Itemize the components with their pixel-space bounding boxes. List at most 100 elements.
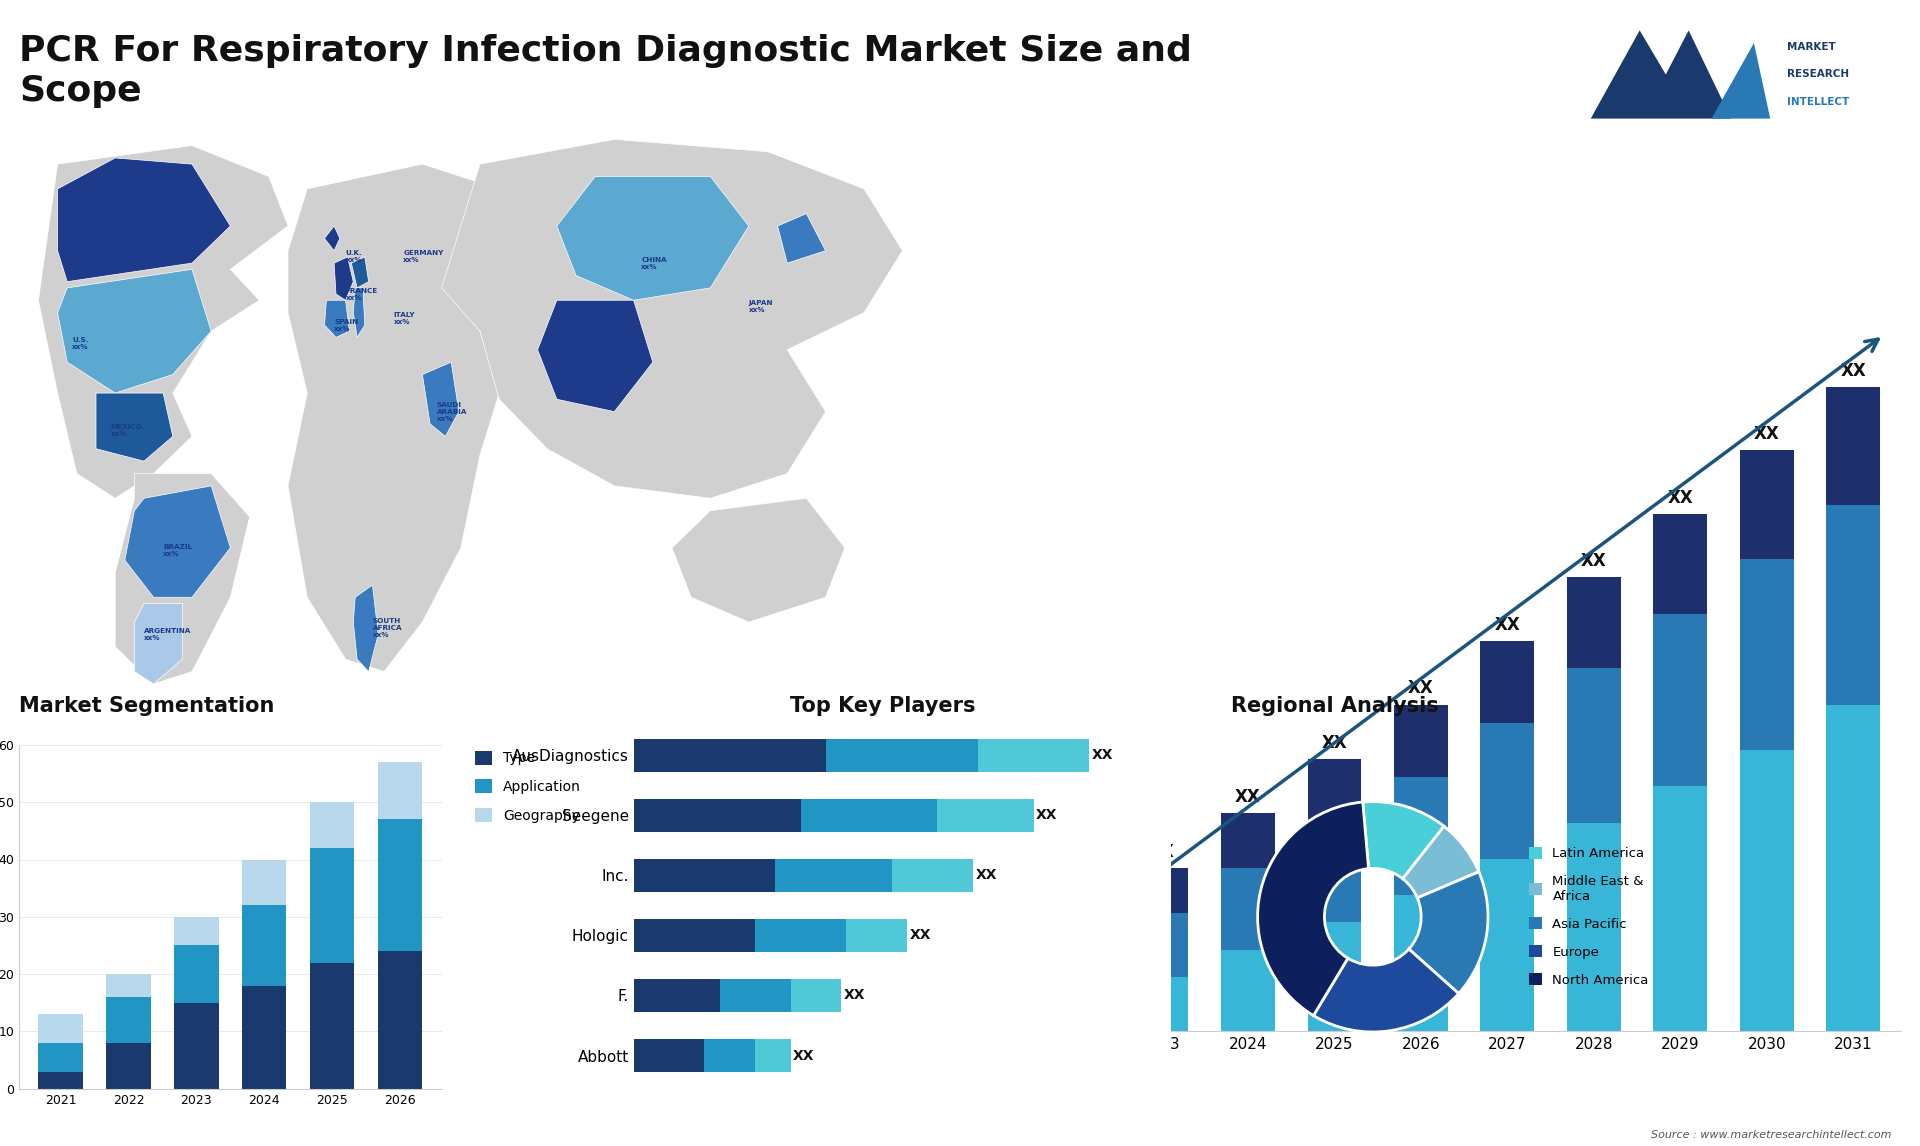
Polygon shape — [538, 300, 653, 411]
Text: SAUDI
ARABIA
xx%: SAUDI ARABIA xx% — [438, 401, 467, 422]
Bar — [962, 1013, 1016, 1031]
Legend: Latin America, Middle East &
Africa, Asia Pacific, Europe, North America: Latin America, Middle East & Africa, Asi… — [1523, 841, 1653, 992]
Polygon shape — [96, 393, 173, 461]
Text: XX: XX — [1321, 733, 1348, 752]
Bar — [634, 1039, 705, 1072]
Text: GERMANY
xx%: GERMANY xx% — [403, 251, 444, 264]
Bar — [776, 858, 891, 892]
Text: XX: XX — [910, 928, 931, 942]
Bar — [705, 1039, 755, 1072]
Text: JAPAN
xx%: JAPAN xx% — [749, 300, 774, 313]
Bar — [378, 762, 422, 819]
Text: XX: XX — [1580, 552, 1607, 571]
Bar — [378, 819, 422, 951]
Text: BRAZIL
xx%: BRAZIL xx% — [163, 544, 192, 557]
Text: XX: XX — [793, 1049, 814, 1062]
Bar — [1048, 995, 1102, 1031]
Bar — [38, 1072, 83, 1089]
Text: PCR For Respiratory Infection Diagnostic Market Size and
Scope: PCR For Respiratory Infection Diagnostic… — [19, 34, 1192, 108]
Text: XX: XX — [1841, 361, 1866, 379]
Bar — [1135, 976, 1188, 1031]
Text: U.K.
xx%: U.K. xx% — [346, 251, 363, 264]
Polygon shape — [115, 473, 250, 684]
Bar — [1567, 578, 1620, 668]
Bar — [1308, 759, 1361, 823]
Bar — [634, 979, 720, 1012]
Polygon shape — [58, 269, 211, 393]
Bar — [791, 979, 841, 1012]
Text: SOUTH
AFRICA
xx%: SOUTH AFRICA xx% — [372, 618, 401, 638]
Text: XX: XX — [975, 869, 996, 882]
Polygon shape — [1590, 31, 1732, 118]
Bar — [1567, 823, 1620, 1031]
Text: XX: XX — [843, 989, 866, 1003]
Bar — [1308, 823, 1361, 923]
Text: Source : www.marketresearchintellect.com: Source : www.marketresearchintellect.com — [1651, 1130, 1891, 1140]
Polygon shape — [324, 226, 340, 251]
Bar — [311, 963, 355, 1089]
Bar — [1394, 705, 1448, 777]
Polygon shape — [1711, 42, 1770, 118]
Bar — [962, 986, 1016, 1013]
Bar — [1826, 504, 1880, 705]
Bar — [634, 858, 776, 892]
Polygon shape — [422, 362, 459, 437]
Text: INDIA
xx%: INDIA xx% — [586, 393, 609, 406]
Wedge shape — [1363, 801, 1444, 879]
Bar — [1048, 913, 1102, 950]
Bar — [891, 858, 973, 892]
Bar — [38, 1043, 83, 1072]
Polygon shape — [134, 604, 182, 684]
Wedge shape — [1313, 949, 1459, 1033]
Text: XX: XX — [1092, 748, 1114, 762]
Text: CHINA
xx%: CHINA xx% — [641, 257, 666, 269]
Bar — [1394, 777, 1448, 895]
Bar — [1480, 641, 1534, 723]
Bar — [962, 959, 1016, 986]
Polygon shape — [324, 300, 349, 337]
Bar — [175, 945, 219, 1003]
Bar — [634, 739, 826, 771]
Wedge shape — [1258, 802, 1369, 1015]
Polygon shape — [58, 158, 230, 282]
Bar — [311, 802, 355, 848]
Text: RESEARCH: RESEARCH — [1786, 70, 1849, 79]
Text: XX: XX — [1494, 615, 1521, 634]
Bar — [1653, 513, 1707, 614]
Text: Top Key Players: Top Key Players — [791, 697, 975, 716]
Bar — [634, 919, 755, 952]
Text: XX: XX — [975, 934, 1000, 951]
Bar — [1653, 614, 1707, 786]
Legend: Type, Application, Geography: Type, Application, Geography — [470, 745, 586, 829]
Bar — [1480, 723, 1534, 858]
Bar — [1826, 705, 1880, 1031]
Polygon shape — [334, 257, 353, 300]
Bar — [1740, 450, 1793, 559]
Text: Market Segmentation: Market Segmentation — [19, 697, 275, 716]
Bar — [378, 951, 422, 1089]
Text: XX: XX — [1407, 680, 1434, 697]
Bar — [755, 919, 847, 952]
Bar — [1480, 858, 1534, 1031]
Text: ARGENTINA
xx%: ARGENTINA xx% — [144, 628, 192, 641]
Text: CANADA
xx%: CANADA xx% — [129, 220, 163, 233]
Bar — [242, 860, 286, 905]
Text: U.S.
xx%: U.S. xx% — [73, 337, 88, 350]
Text: SPAIN
xx%: SPAIN xx% — [334, 319, 359, 331]
Bar — [1653, 786, 1707, 1031]
Bar — [1221, 814, 1275, 868]
Polygon shape — [442, 140, 902, 499]
Text: XX: XX — [1235, 788, 1261, 807]
Polygon shape — [557, 176, 749, 300]
Bar — [801, 799, 937, 832]
Bar — [311, 848, 355, 963]
Bar — [38, 1014, 83, 1043]
Bar — [1048, 950, 1102, 995]
Bar — [720, 979, 791, 1012]
Text: XX: XX — [1753, 425, 1780, 444]
Bar — [106, 1043, 150, 1089]
Polygon shape — [288, 164, 518, 672]
Wedge shape — [1404, 826, 1478, 898]
Bar — [826, 739, 977, 771]
Bar — [1740, 749, 1793, 1031]
